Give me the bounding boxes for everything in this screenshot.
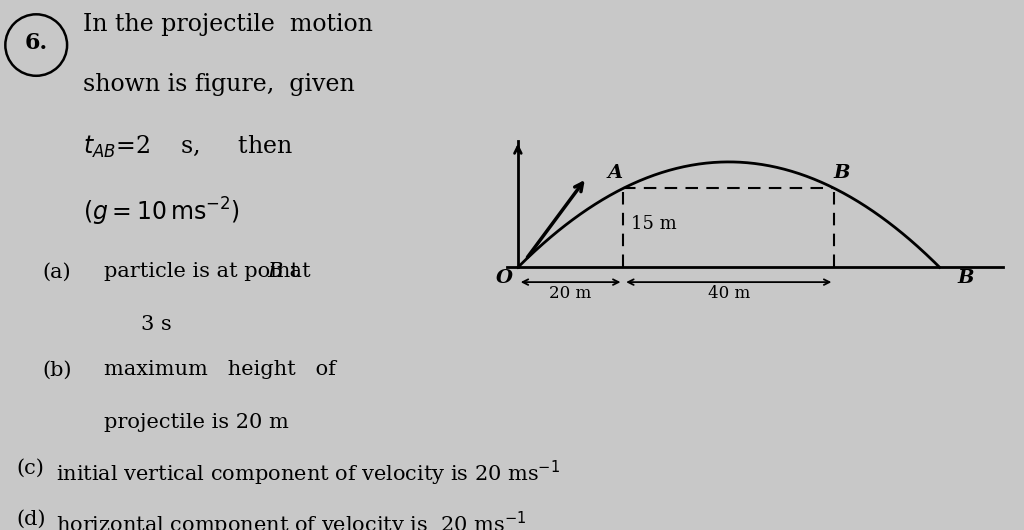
Text: B: B — [834, 164, 850, 182]
Text: (a): (a) — [43, 262, 72, 281]
Text: at: at — [284, 262, 311, 281]
Text: A: A — [608, 164, 623, 182]
Text: O: O — [497, 269, 513, 287]
Text: B: B — [267, 262, 283, 281]
Text: (d): (d) — [16, 510, 45, 529]
Text: shown is figure,  given: shown is figure, given — [83, 73, 354, 96]
Text: 15 m: 15 m — [631, 215, 677, 233]
Text: projectile is 20 m: projectile is 20 m — [103, 413, 289, 432]
Text: horizontal component of velocity is  20 ms$^{-1}$: horizontal component of velocity is 20 m… — [56, 510, 526, 530]
Text: (b): (b) — [43, 360, 72, 379]
Text: initial vertical component of velocity is 20 ms$^{-1}$: initial vertical component of velocity i… — [56, 458, 560, 488]
Text: 3 s: 3 s — [141, 315, 172, 334]
Text: 40 m: 40 m — [708, 285, 750, 302]
Text: B: B — [957, 269, 974, 287]
Text: (c): (c) — [16, 458, 44, 478]
Text: maximum   height   of: maximum height of — [103, 360, 336, 379]
Text: 6.: 6. — [25, 32, 48, 55]
Text: In the projectile  motion: In the projectile motion — [83, 13, 373, 36]
Text: $(g=10\,\mathrm{ms}^{-2})$: $(g=10\,\mathrm{ms}^{-2})$ — [83, 196, 240, 228]
Text: particle is at point: particle is at point — [103, 262, 305, 281]
Text: 20 m: 20 m — [550, 285, 592, 302]
Text: $t_{AB}$=2    s,     then: $t_{AB}$=2 s, then — [83, 134, 293, 160]
